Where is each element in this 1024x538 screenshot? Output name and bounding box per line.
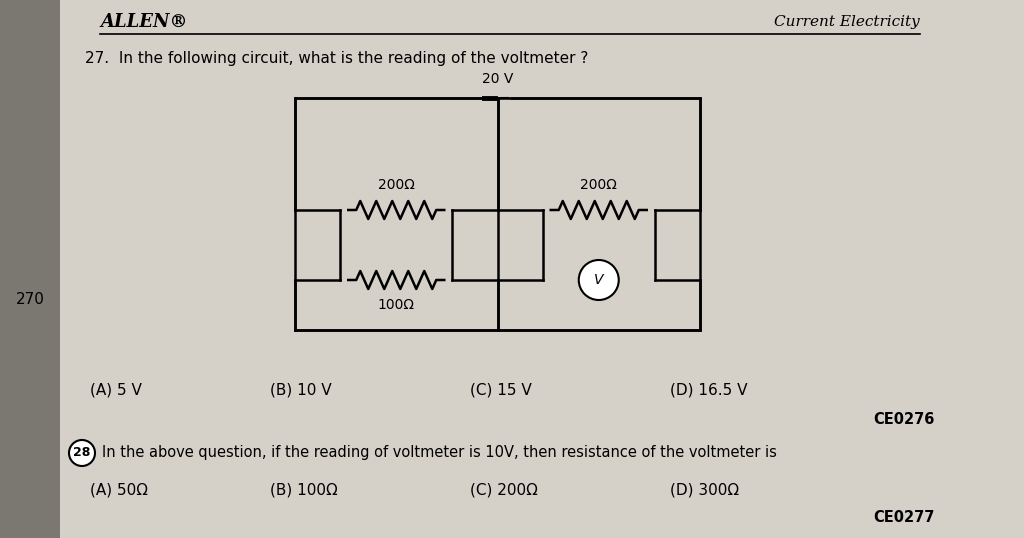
Text: 28: 28 xyxy=(74,447,91,459)
Text: 20 V: 20 V xyxy=(482,72,513,86)
Text: ALLEN®: ALLEN® xyxy=(100,13,187,31)
Text: 200Ω: 200Ω xyxy=(581,178,617,192)
Text: Current Electricity: Current Electricity xyxy=(774,15,920,29)
Text: 27.  In the following circuit, what is the reading of the voltmeter ?: 27. In the following circuit, what is th… xyxy=(85,51,589,66)
Text: (C) 200Ω: (C) 200Ω xyxy=(470,483,538,498)
Text: (D) 300Ω: (D) 300Ω xyxy=(670,483,739,498)
Circle shape xyxy=(579,260,618,300)
Circle shape xyxy=(69,440,95,466)
Text: In the above question, if the reading of voltmeter is 10V, then resistance of th: In the above question, if the reading of… xyxy=(102,445,777,461)
Text: 100Ω: 100Ω xyxy=(378,298,415,312)
Text: 200Ω: 200Ω xyxy=(378,178,415,192)
Text: 270: 270 xyxy=(15,293,44,308)
Text: (B) 100Ω: (B) 100Ω xyxy=(270,483,338,498)
Text: (C) 15 V: (C) 15 V xyxy=(470,383,531,398)
Text: V: V xyxy=(594,273,603,287)
Text: CE0276: CE0276 xyxy=(873,413,935,428)
Text: CE0277: CE0277 xyxy=(873,511,935,526)
Text: (A) 5 V: (A) 5 V xyxy=(90,383,142,398)
Bar xyxy=(295,98,700,330)
Text: (D) 16.5 V: (D) 16.5 V xyxy=(670,383,748,398)
Text: (B) 10 V: (B) 10 V xyxy=(270,383,332,398)
Bar xyxy=(0,0,60,538)
Text: (A) 50Ω: (A) 50Ω xyxy=(90,483,148,498)
